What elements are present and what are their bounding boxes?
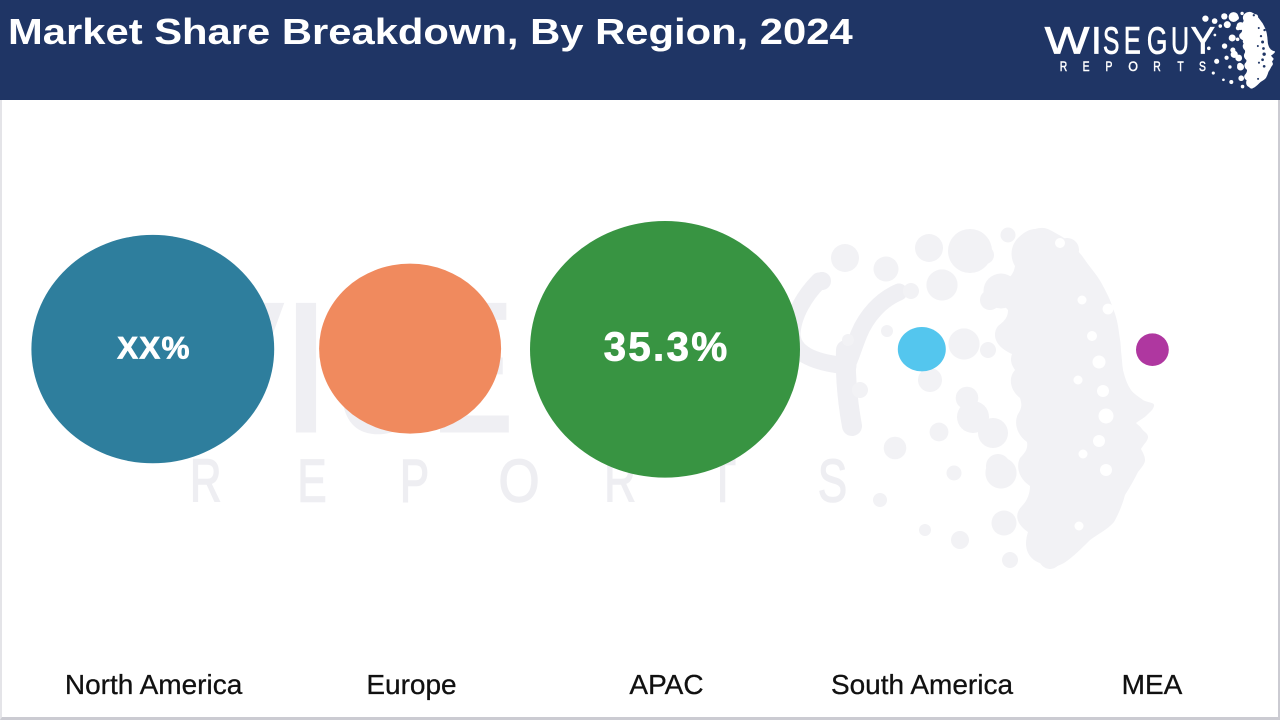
svg-text:P: P <box>1106 59 1113 75</box>
svg-text:R: R <box>190 448 222 515</box>
svg-text:P: P <box>400 448 429 515</box>
svg-text:U: U <box>1171 19 1189 61</box>
svg-text:Y: Y <box>1191 19 1215 62</box>
svg-text:35.3%: 35.3% <box>604 323 730 369</box>
svg-text:MEA: MEA <box>1122 669 1183 700</box>
svg-text:O: O <box>498 447 539 514</box>
svg-text:W: W <box>1045 20 1090 62</box>
svg-text:E: E <box>297 448 326 515</box>
svg-text:APAC: APAC <box>629 669 703 700</box>
svg-text:XX%: XX% <box>117 329 191 365</box>
svg-text:R: R <box>1060 59 1068 75</box>
svg-text:E: E <box>1124 19 1141 61</box>
svg-text:South America: South America <box>831 669 1014 700</box>
svg-text:G: G <box>1147 19 1168 62</box>
svg-text:S: S <box>1103 19 1119 62</box>
svg-text:E: E <box>1083 59 1090 75</box>
svg-text:North America: North America <box>65 669 243 700</box>
svg-text:I: I <box>1091 21 1102 63</box>
svg-text:R: R <box>1153 59 1161 75</box>
svg-text:O: O <box>1128 58 1138 74</box>
svg-text:S: S <box>818 448 847 515</box>
svg-text:Europe: Europe <box>366 669 456 700</box>
svg-text:T: T <box>1177 59 1184 75</box>
svg-text:S: S <box>1199 59 1206 75</box>
